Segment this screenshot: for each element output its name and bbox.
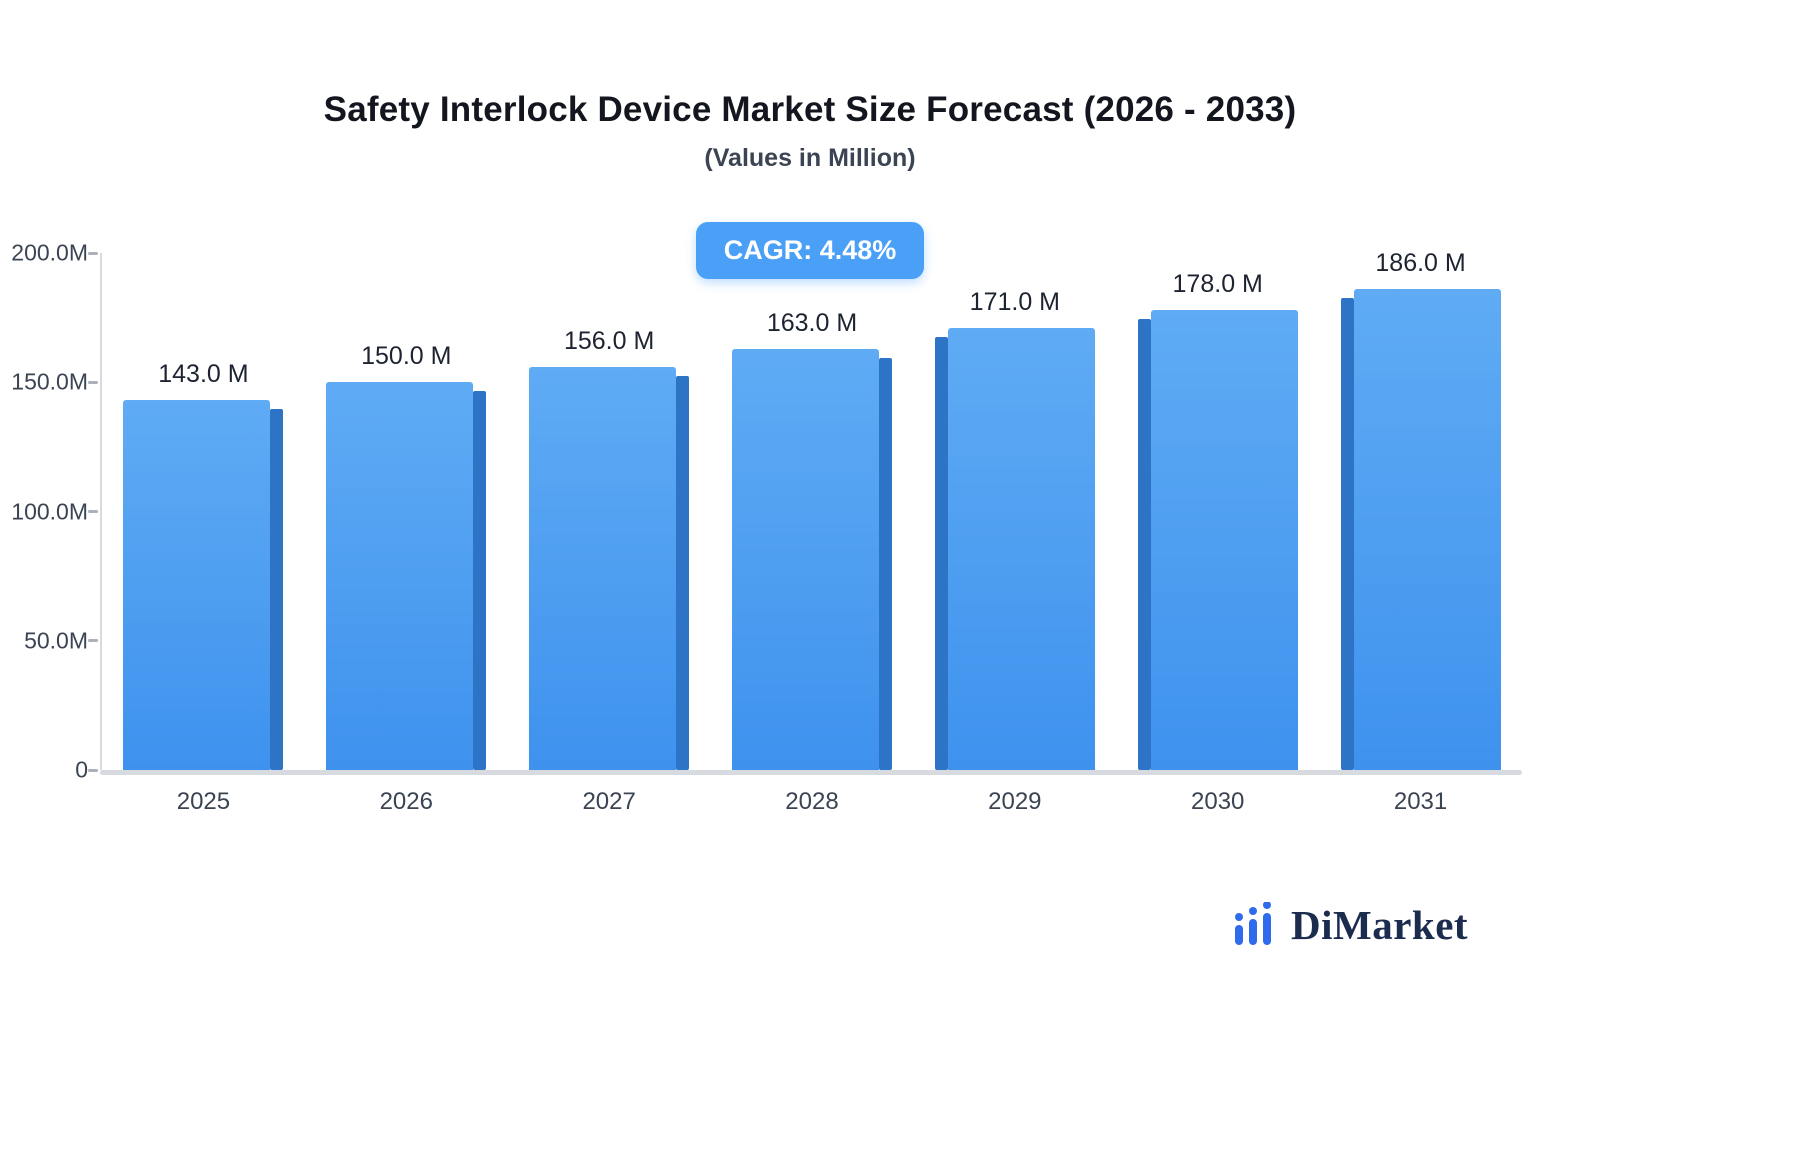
cagr-badge: CAGR: 4.48%	[695, 222, 925, 279]
bar-value-label: 156.0 M	[563, 326, 655, 355]
bar-face	[1353, 289, 1501, 770]
x-axis-label: 2031	[1393, 788, 1448, 815]
bar-face	[326, 382, 474, 770]
bar: 171.0 M	[934, 288, 1095, 770]
y-axis-tick	[88, 768, 98, 772]
y-axis-label: 200.0M	[11, 239, 88, 266]
chart-header: Safety Interlock Device Market Size Fore…	[100, 90, 1520, 173]
bar-face	[1150, 309, 1298, 770]
y-axis-tick	[88, 510, 98, 513]
y-axis-tick	[88, 639, 98, 643]
plot-area: 0 50.0M 100.0M 150.0M 200.0M 143.0 M 2025 150.0…	[11, 240, 1522, 815]
bar-face	[123, 400, 271, 770]
bar: 186.0 M	[1340, 249, 1501, 770]
bar-face	[947, 327, 1095, 770]
bar-face	[529, 366, 677, 770]
x-axis-line	[100, 770, 1522, 775]
bar-side-shadow	[1340, 298, 1354, 770]
chart-subtitle: (Values in Million)	[704, 144, 916, 173]
bar-value-label: 150.0 M	[361, 342, 452, 371]
y-axis-label: 50.0M	[24, 627, 88, 654]
x-axis-label: 2026	[379, 788, 433, 815]
y-axis-tick	[88, 251, 98, 255]
brand-logo: DiMarket	[1232, 901, 1468, 949]
y-axis-label: 0	[75, 756, 88, 783]
x-axis-label: 2027	[582, 788, 636, 815]
bar-value-label: 178.0 M	[1172, 269, 1263, 298]
chart-title: Safety Interlock Device Market Size Fore…	[323, 90, 1297, 129]
bar-side-shadow	[1137, 318, 1151, 770]
bar-value-label: 186.0 M	[1375, 249, 1466, 278]
bar: 156.0 M	[529, 327, 690, 770]
x-axis-label: 2030	[1191, 788, 1245, 815]
bar-side-shadow	[270, 409, 284, 770]
bar-side-shadow	[676, 375, 690, 770]
bar-side-shadow	[473, 391, 487, 770]
bar-value-label: 171.0 M	[969, 287, 1061, 316]
cagr-badge-row: CAGR: 4.48%	[100, 222, 1520, 279]
bar: 178.0 M	[1137, 270, 1298, 770]
bar: 163.0 M	[732, 309, 892, 770]
bar: 150.0 M	[326, 342, 487, 770]
bar-value-label: 143.0 M	[158, 360, 249, 389]
logo-text: DiMarket	[1291, 902, 1469, 948]
bar-face	[732, 348, 879, 770]
bar-side-shadow	[934, 336, 948, 770]
x-axis-label: 2025	[176, 788, 231, 815]
bar-chart-logo-icon	[1235, 902, 1271, 945]
bar-value-label: 163.0 M	[766, 308, 858, 337]
y-axis-label: 150.0M	[11, 368, 88, 395]
y-axis-label: 100.0M	[11, 498, 88, 524]
x-axis-label: 2029	[988, 788, 1042, 815]
bar-side-shadow	[879, 357, 892, 770]
x-axis-label: 2028	[785, 788, 839, 815]
bar: 143.0 M	[123, 360, 284, 770]
y-axis-tick	[88, 380, 98, 384]
